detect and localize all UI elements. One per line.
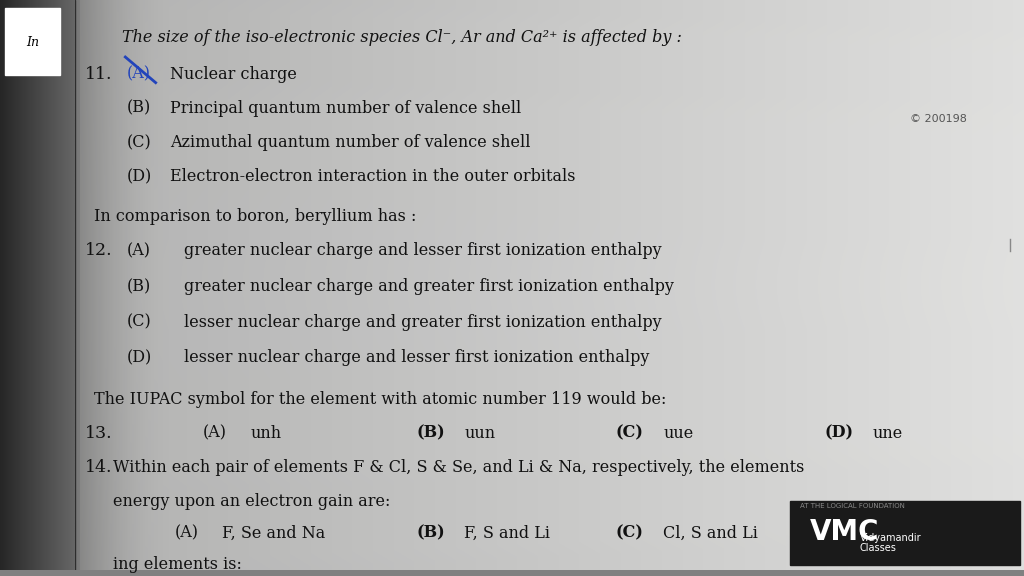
Text: (D): (D) xyxy=(824,525,854,541)
Text: (D): (D) xyxy=(824,425,854,442)
Text: ing elements is:: ing elements is: xyxy=(113,556,242,573)
Text: 12.: 12. xyxy=(85,242,112,259)
Text: Cl, S and Li: Cl, S and Li xyxy=(664,525,758,541)
Text: (B): (B) xyxy=(417,525,445,541)
Text: In comparison to boron, beryllium has :: In comparison to boron, beryllium has : xyxy=(94,208,417,225)
Text: (A): (A) xyxy=(127,242,152,259)
Text: AT THE LOGICAL FOUNDATION: AT THE LOGICAL FOUNDATION xyxy=(800,503,905,509)
Text: Cl, S: Cl, S xyxy=(872,525,911,541)
Text: (A): (A) xyxy=(203,425,227,442)
Text: Vidyamandir: Vidyamandir xyxy=(860,533,922,543)
Text: VMC: VMC xyxy=(810,518,880,547)
Bar xyxy=(5,8,60,75)
Text: 13.: 13. xyxy=(85,425,112,442)
Text: F, S and Li: F, S and Li xyxy=(464,525,550,541)
Text: (B): (B) xyxy=(127,100,152,117)
Text: Electron-electron interaction in the outer orbitals: Electron-electron interaction in the out… xyxy=(170,168,575,185)
Text: 14.: 14. xyxy=(85,459,112,476)
Text: (D): (D) xyxy=(127,349,153,366)
Text: Principal quantum number of valence shell: Principal quantum number of valence shel… xyxy=(170,100,521,117)
Text: Azimuthal quantum number of valence shell: Azimuthal quantum number of valence shel… xyxy=(170,134,530,151)
Text: Nuclear charge: Nuclear charge xyxy=(170,66,297,82)
Text: The IUPAC symbol for the element with atomic number 119 would be:: The IUPAC symbol for the element with at… xyxy=(94,391,667,407)
Text: une: une xyxy=(872,425,902,442)
Text: lesser nuclear charge and greater first ionization enthalpy: lesser nuclear charge and greater first … xyxy=(184,313,662,331)
Bar xyxy=(0,0,75,570)
Text: greater nuclear charge and lesser first ionization enthalpy: greater nuclear charge and lesser first … xyxy=(184,242,662,259)
Bar xyxy=(790,501,1020,565)
Text: (B): (B) xyxy=(417,425,445,442)
Text: greater nuclear charge and greater first ionization enthalpy: greater nuclear charge and greater first… xyxy=(184,278,674,295)
Text: © 200198: © 200198 xyxy=(910,114,967,124)
Text: (C): (C) xyxy=(127,313,152,331)
Text: (C): (C) xyxy=(615,425,644,442)
Text: uue: uue xyxy=(664,425,693,442)
Text: 11.: 11. xyxy=(85,66,112,82)
Text: (C): (C) xyxy=(127,134,152,151)
Text: lesser nuclear charge and lesser first ionization enthalpy: lesser nuclear charge and lesser first i… xyxy=(184,349,649,366)
Text: (A): (A) xyxy=(127,66,152,82)
Text: The size of the iso-electronic species Cl⁻, Ar and Ca²⁺ is affected by :: The size of the iso-electronic species C… xyxy=(123,28,682,46)
Text: energy upon an electron gain are:: energy upon an electron gain are: xyxy=(113,493,390,510)
Text: uun: uun xyxy=(464,425,496,442)
Text: In: In xyxy=(27,36,40,49)
Text: (B): (B) xyxy=(127,278,152,295)
Text: (C): (C) xyxy=(615,525,644,541)
Text: (D): (D) xyxy=(127,168,153,185)
Text: unh: unh xyxy=(251,425,282,442)
Text: F, Se and Na: F, Se and Na xyxy=(222,525,326,541)
Text: (A): (A) xyxy=(175,525,199,541)
Text: Classes: Classes xyxy=(860,543,897,554)
Text: Within each pair of elements F & Cl, S & Se, and Li & Na, respectively, the elem: Within each pair of elements F & Cl, S &… xyxy=(113,459,804,476)
